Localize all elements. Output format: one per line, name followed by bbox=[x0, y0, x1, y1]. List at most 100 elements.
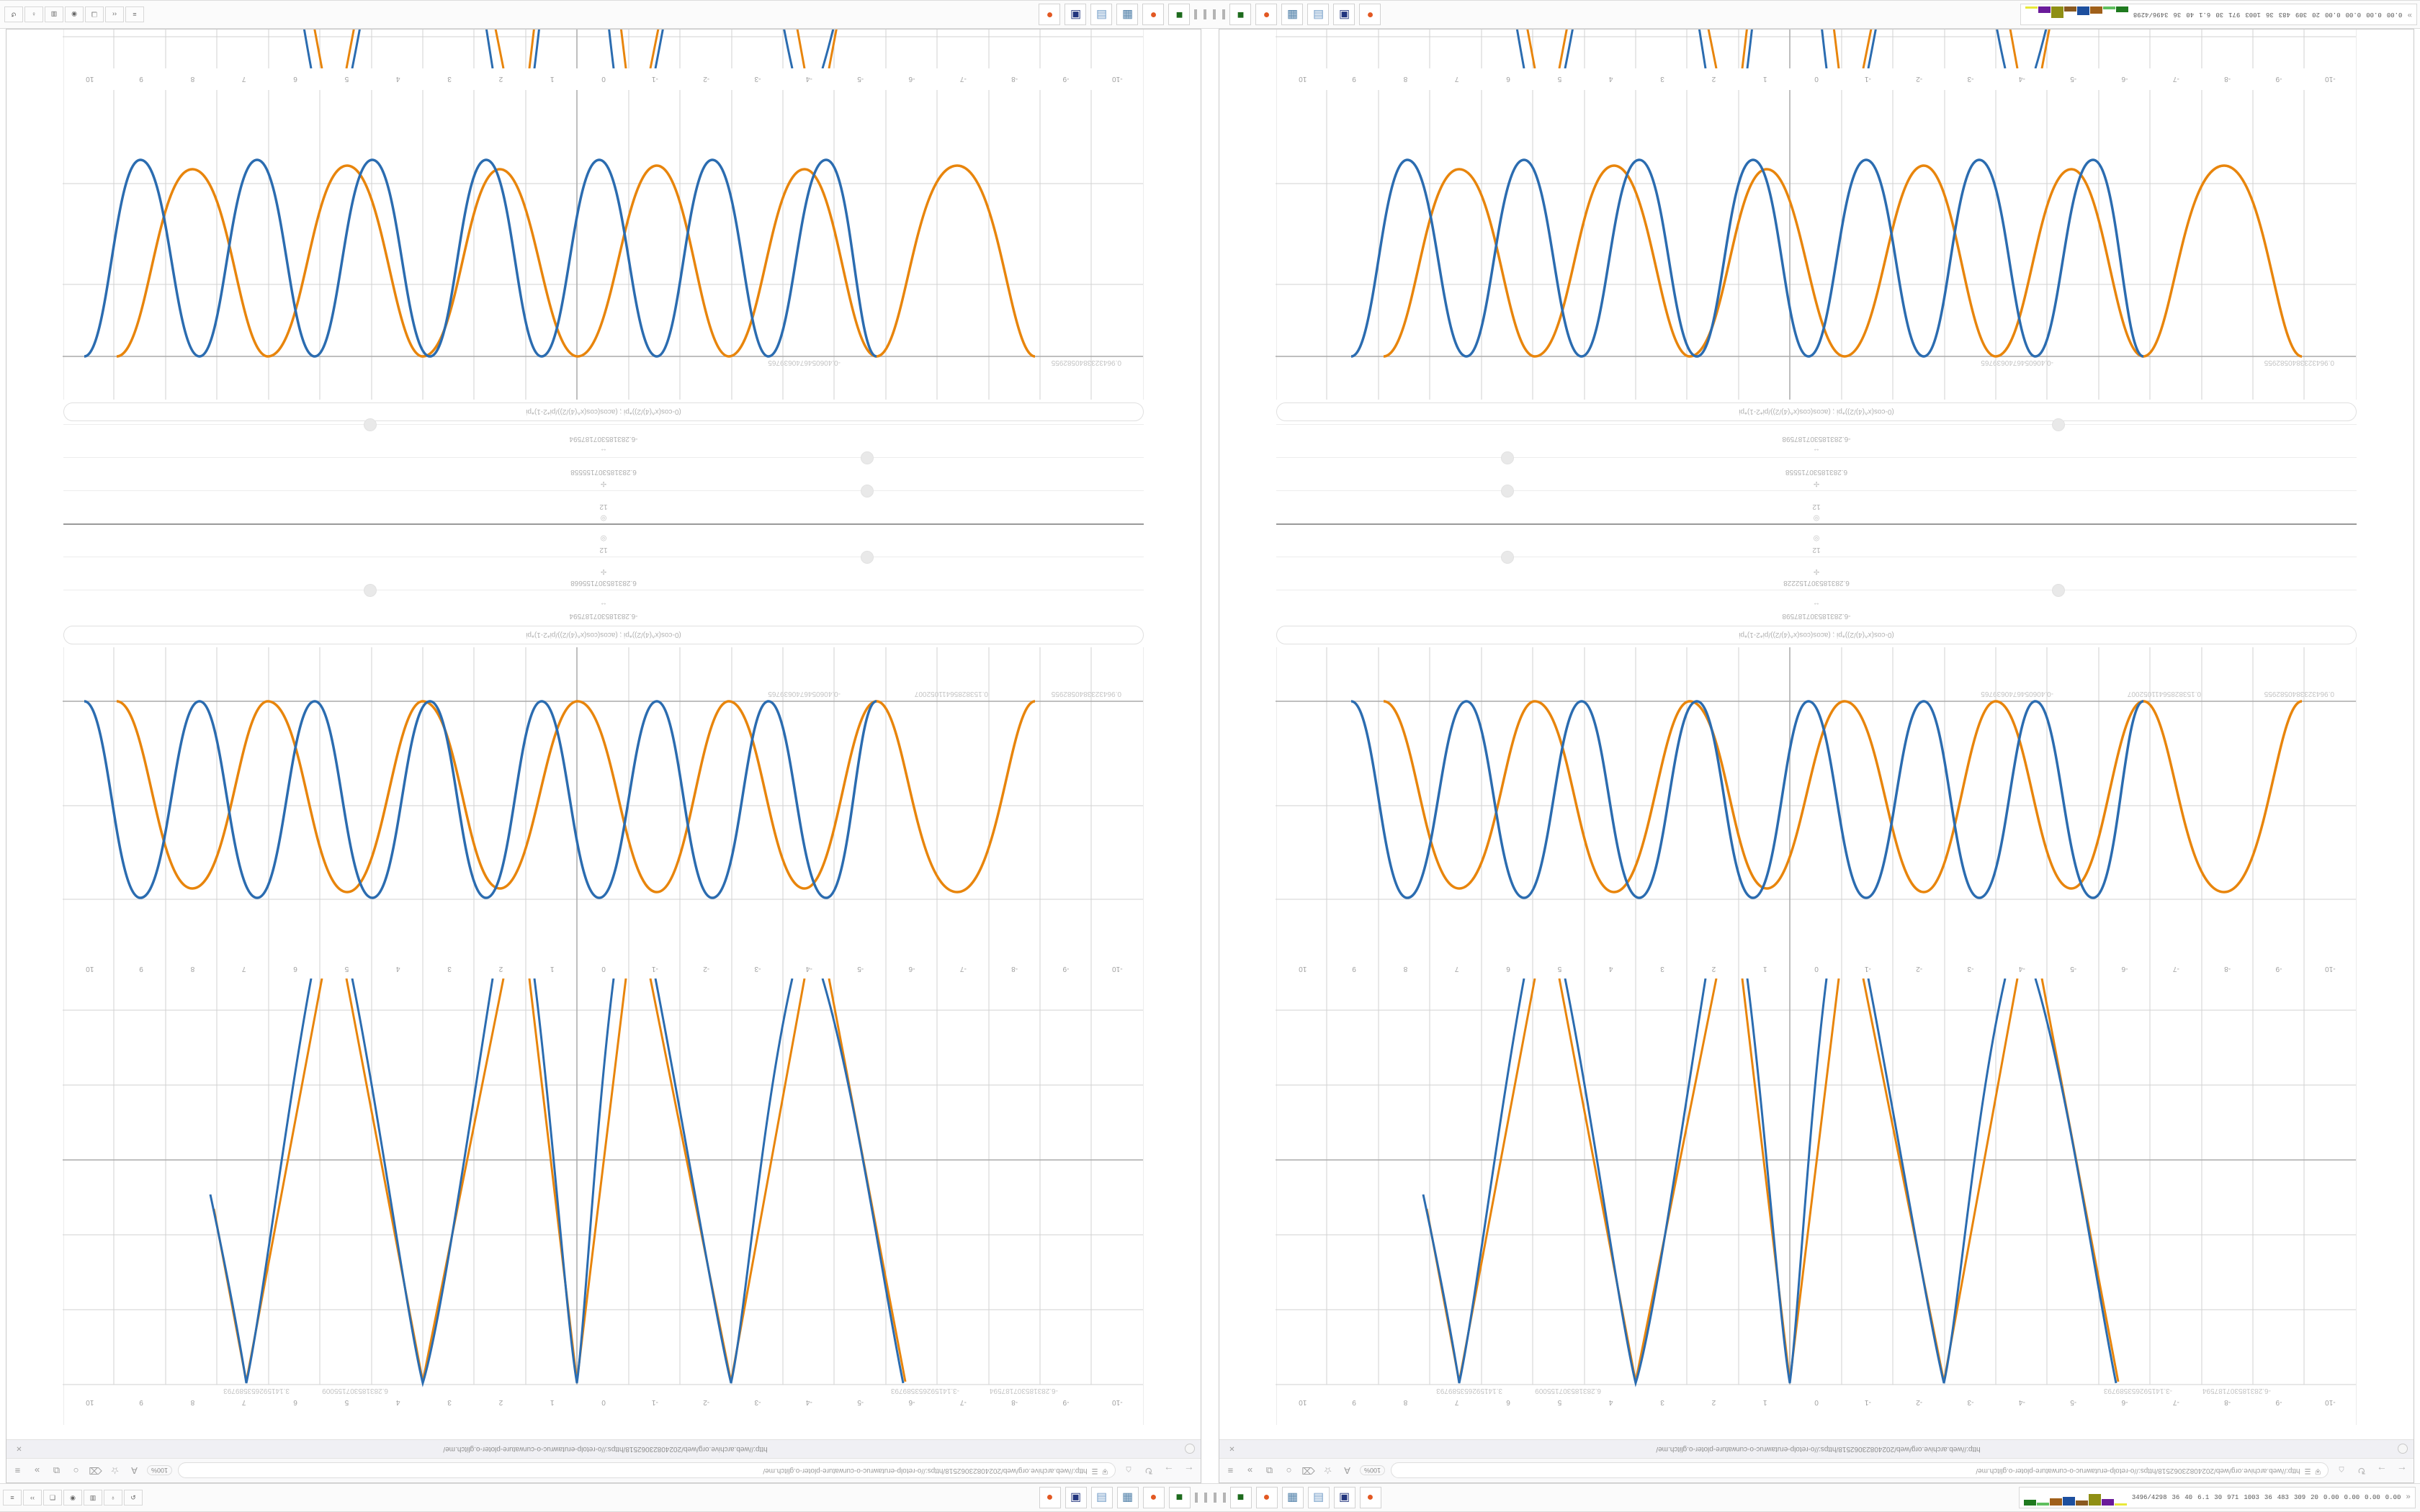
taskbar-bottom[interactable]: ≡ ‹‹ ❑ ◉ ▥ ♁ ↺ ● ▣ ▤ ▦ ● ■ ■ ● ▦ ▤ ▣ ● bbox=[0, 1483, 2420, 1512]
calculator-icon[interactable]: ▦ bbox=[1116, 4, 1139, 25]
firefox-icon[interactable]: ● bbox=[1359, 4, 1381, 25]
forward-icon[interactable]: → bbox=[1164, 1464, 1174, 1477]
slider-row-ymin-right[interactable]: ✢ 6.28318530715558 bbox=[1276, 451, 2357, 490]
taskbar-top-launchers[interactable]: ● ▣ ▤ ▦ ● ■ ■ ● ▦ ▤ ▣ ● bbox=[461, 4, 1959, 25]
slider-row-ymax-left[interactable]: ↔ -6.283185307187594 bbox=[63, 418, 1144, 457]
globe-icon[interactable]: ♁ bbox=[24, 6, 43, 22]
notepad-icon[interactable]: ▤ bbox=[1307, 1487, 1330, 1508]
trash-icon[interactable]: ▥ bbox=[84, 1490, 102, 1506]
url-bar-right[interactable]: ⛨ ☰ http://web.archive.org/web/202408230… bbox=[1391, 1462, 2329, 1479]
expression-input-right[interactable]: (0-cos(x^(4)/2))*pi ; (acos(cos(x^(4)/2)… bbox=[1276, 626, 2357, 644]
translate-icon[interactable]: A bbox=[1344, 1465, 1350, 1476]
taskbar-top[interactable]: » 0.00 0.00 0.00 0.00 20 309 483 36 1003… bbox=[0, 0, 2420, 29]
shield-icon[interactable]: ◉ bbox=[63, 1490, 82, 1506]
menu-icon[interactable]: ≡ bbox=[3, 1490, 22, 1506]
firefox-icon[interactable]: ● bbox=[1255, 4, 1278, 25]
trash-icon[interactable]: ▥ bbox=[45, 6, 63, 22]
reload-icon[interactable]: ↺ bbox=[4, 6, 23, 22]
back-icon[interactable]: ← bbox=[2397, 1464, 2407, 1477]
account-icon[interactable]: ○ bbox=[1286, 1465, 1292, 1476]
browser-right-navbar[interactable]: ← → ↻ ⌂ ⛨ ☰ http://web.archive.org/web/2… bbox=[1219, 1458, 2414, 1482]
close-icon[interactable]: × bbox=[16, 1444, 22, 1454]
browser-right-tabstrip[interactable]: http://web.archive.org/web/2024082306251… bbox=[1219, 1439, 2414, 1458]
firefox-icon[interactable]: ● bbox=[1359, 1487, 1381, 1508]
zoom-level-badge[interactable]: 100% bbox=[1360, 1465, 1386, 1476]
plot-panel-3-r[interactable]: 0.9643233840582955 -0.4060546740639765 -… bbox=[1276, 68, 2357, 400]
browser-left-tabstrip[interactable]: http://web.archive.org/web/2024082306251… bbox=[6, 1439, 1201, 1458]
plot-panel-4-r[interactable]: -6.283185307187594 -3.141592653589793 6.… bbox=[1276, 30, 2357, 68]
browser-left-viewport[interactable]: -10 -9 -8 -7 -6 -5 -4 -3 -2 -1 0 1 2 3 4 5 6 7 8 9 10 -6.283… bbox=[6, 30, 1201, 1439]
notepad-icon[interactable]: ▤ bbox=[1307, 4, 1330, 25]
calculator-icon[interactable]: ▦ bbox=[1281, 4, 1304, 25]
floppy-save-icon[interactable]: ▣ bbox=[1333, 4, 1355, 25]
menu-icon[interactable]: ≡ bbox=[1227, 1465, 1234, 1476]
slider-knob[interactable] bbox=[364, 418, 377, 431]
plot-panel-3[interactable]: 0.9643233840582955 -0.4060546740639765 -… bbox=[63, 68, 1144, 400]
slider-row-steps-left[interactable]: 12 ◎ bbox=[63, 523, 1144, 557]
taskbar-top-left-cluster[interactable]: » 0.00 0.00 0.00 0.00 20 309 483 36 1003… bbox=[1959, 4, 2420, 25]
back-icon[interactable]: ← bbox=[1184, 1464, 1194, 1477]
overflow-icon[interactable]: » bbox=[34, 1465, 40, 1476]
tab-title[interactable]: http://web.archive.org/web/2024082306251… bbox=[1656, 1445, 1981, 1453]
firefox-icon[interactable]: ● bbox=[1039, 1487, 1061, 1508]
menu-icon[interactable]: ≡ bbox=[14, 1465, 21, 1476]
plot-panel-4[interactable]: -6.283185307187594 -3.141592653589793 6.… bbox=[63, 30, 1144, 68]
plot-panel-2-r[interactable]: -10 -9 -8 -7 -6 -5 -4 -3 -2 -1 0 1 2 3 4 5 6 7 8 9 10 0.9643… bbox=[1276, 647, 2357, 978]
reload-icon[interactable]: ↺ bbox=[124, 1490, 143, 1506]
notepad-icon[interactable]: ▤ bbox=[1090, 1487, 1113, 1508]
slider-row-xmin-left[interactable]: 6.283185307155668 ✢ bbox=[63, 551, 1144, 590]
url-bar-left[interactable]: ⛨ ☰ http://web.archive.org/web/202408230… bbox=[178, 1462, 1116, 1479]
expression-input-right-2[interactable]: (0-cos(x^(4)/2))*pi ; (acos(cos(x^(4)/2)… bbox=[1276, 402, 2357, 421]
plot-panel-2[interactable]: -10 -9 -8 -7 -6 -5 -4 -3 -2 -1 0 1 2 3 4 5 6 7 8 9 10 0.9643… bbox=[63, 647, 1144, 978]
plot-panel-1-r[interactable]: -10 -9 -8 -7 -6 -5 -4 -3 -2 -1 0 1 2 3 4 5 6 7 8 9 10 -6.283… bbox=[1276, 978, 2357, 1425]
calculator-icon[interactable]: ▦ bbox=[1281, 1487, 1304, 1508]
floppy-save-icon[interactable]: ▣ bbox=[1065, 1487, 1087, 1508]
terminal-icon[interactable]: ■ bbox=[1168, 4, 1191, 25]
account-icon[interactable]: ○ bbox=[73, 1465, 79, 1476]
prev-icon[interactable]: ‹‹ bbox=[23, 1490, 42, 1506]
terminal-icon[interactable]: ■ bbox=[1229, 1487, 1252, 1508]
bookmark-icon[interactable]: ☆ bbox=[110, 1465, 120, 1477]
home-icon[interactable]: ⌂ bbox=[2338, 1464, 2345, 1477]
slider-row-steps-right[interactable]: 12 ◎ bbox=[1276, 523, 2357, 557]
browser-window-right[interactable]: ← → ↻ ⌂ ⛨ ☰ http://web.archive.org/web/2… bbox=[1219, 29, 2414, 1483]
firefox-icon[interactable]: ● bbox=[1142, 1487, 1165, 1508]
slider-row-steps2-left[interactable]: ◎ 12 bbox=[63, 485, 1144, 523]
expression-input-left[interactable]: (0-cos(x^(4)/2))*pi ; (acos(cos(x^(4)/2)… bbox=[63, 626, 1144, 644]
slider-knob[interactable] bbox=[2052, 418, 2065, 431]
tab-title[interactable]: http://web.archive.org/web/2024082306251… bbox=[443, 1445, 768, 1453]
globe-icon[interactable]: ♁ bbox=[104, 1490, 122, 1506]
translate-icon[interactable]: A bbox=[131, 1465, 138, 1476]
slider-row-xmin-right[interactable]: 6.283185307152228 ✢ bbox=[1276, 551, 2357, 590]
browser-right-viewport[interactable]: -10 -9 -8 -7 -6 -5 -4 -3 -2 -1 0 1 2 3 4 5 6 7 8 9 10 -6.283… bbox=[1219, 30, 2414, 1439]
reader-icon[interactable]: ☰ bbox=[2304, 1467, 2311, 1475]
slider-row-xmax-right[interactable]: -6.283185307187598 ↔ bbox=[1276, 584, 2357, 623]
shield-icon[interactable]: ⛨ bbox=[2315, 1467, 2321, 1475]
slider-row-ymin-left[interactable]: ✢ 6.283185307155558 bbox=[63, 451, 1144, 490]
reload-icon[interactable]: ↻ bbox=[2357, 1465, 2366, 1477]
taskbar-bottom-launchers[interactable]: ● ▣ ▤ ▦ ● ■ ■ ● ▦ ▤ ▣ ● bbox=[461, 1487, 1959, 1508]
window-button-list[interactable]: ≡ ‹‹ ❑ ◉ ▥ ♁ ↺ bbox=[4, 6, 144, 22]
browser-left-navbar[interactable]: ← → ↻ ⌂ ⛨ ☰ http://web.archive.org/web/2… bbox=[6, 1458, 1201, 1482]
shield-icon[interactable]: ⛨ bbox=[1102, 1467, 1108, 1475]
terminal-icon[interactable]: ■ bbox=[1229, 4, 1252, 25]
browser-window-left[interactable]: ← → ↻ ⌂ ⛨ ☰ http://web.archive.org/web/2… bbox=[6, 29, 1201, 1483]
workspace-pager[interactable] bbox=[1194, 1493, 1226, 1503]
extensions-icon[interactable]: ⧉ bbox=[53, 1465, 60, 1477]
sysmon-collapse-icon[interactable]: » bbox=[2407, 10, 2412, 19]
slider-row-steps2-right[interactable]: ◎ 12 bbox=[1276, 485, 2357, 523]
calculator-icon[interactable]: ▦ bbox=[1116, 1487, 1139, 1508]
menu-icon[interactable]: ≡ bbox=[125, 6, 144, 22]
bookmark-icon[interactable]: ☆ bbox=[1323, 1465, 1332, 1477]
firefox-icon[interactable]: ● bbox=[1255, 1487, 1278, 1508]
taskbar-bottom-right-cluster[interactable]: 3496/4298 36 40 6.1 30 971 1003 36 483 3… bbox=[1959, 1487, 2420, 1508]
library-icon[interactable]: ⌫ bbox=[89, 1465, 102, 1477]
clipboard-icon[interactable]: ❑ bbox=[85, 6, 104, 22]
reader-icon[interactable]: ☰ bbox=[1091, 1467, 1098, 1475]
floppy-save-icon[interactable]: ▣ bbox=[1065, 4, 1087, 25]
firefox-icon[interactable]: ● bbox=[1142, 4, 1165, 25]
plot-panel-1[interactable]: -10 -9 -8 -7 -6 -5 -4 -3 -2 -1 0 1 2 3 4 5 6 7 8 9 10 -6.283… bbox=[63, 978, 1144, 1425]
shield-icon[interactable]: ◉ bbox=[65, 6, 84, 22]
expression-input-left-2[interactable]: (0-cos(x^(4)/2))*pi ; (acos(cos(x^(4)/2)… bbox=[63, 402, 1144, 421]
notepad-icon[interactable]: ▤ bbox=[1090, 4, 1113, 25]
